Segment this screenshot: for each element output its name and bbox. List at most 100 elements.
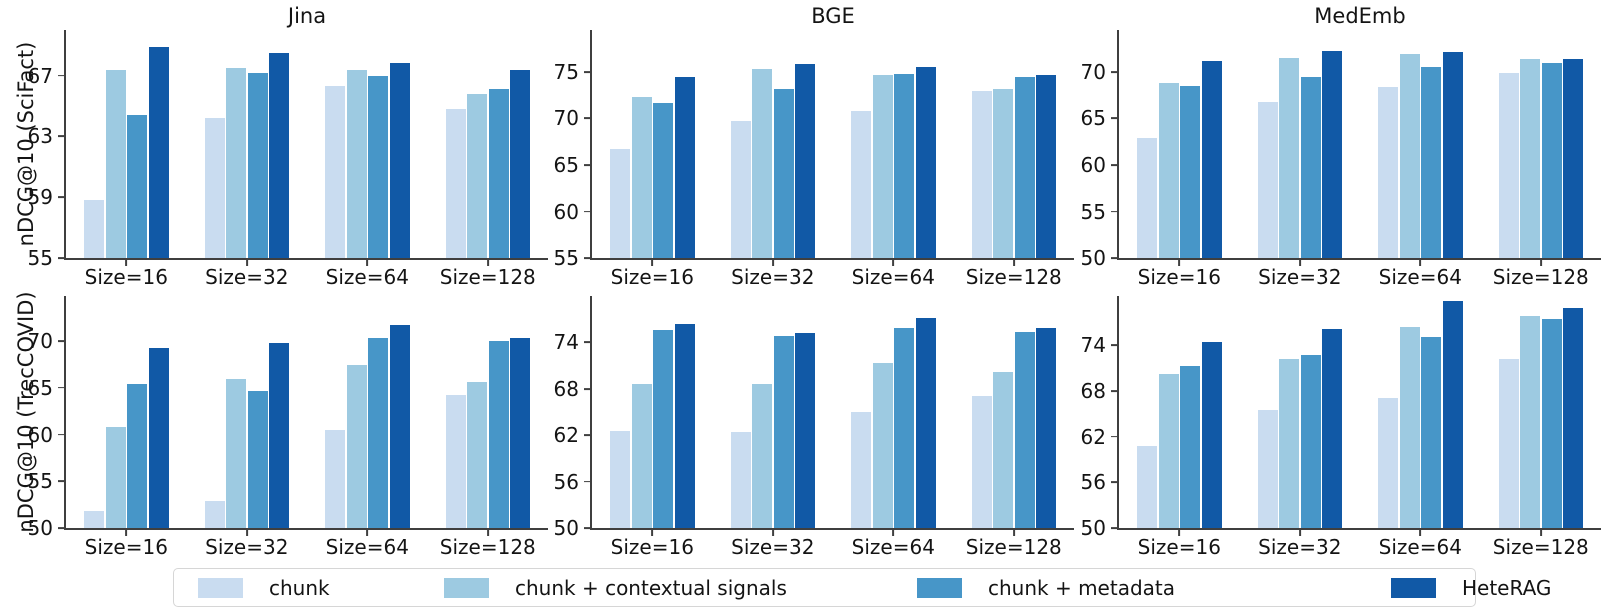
x-tick-mark (1419, 259, 1422, 266)
y-tick-mark (584, 257, 591, 259)
x-tick-label: Size=16 (610, 535, 694, 559)
bar-chunk-contextual-signals (1399, 327, 1420, 528)
bar-heterag (269, 52, 289, 258)
bar-chunk-contextual-signals (1279, 359, 1299, 528)
bar-chunk-metadata (1180, 85, 1200, 258)
y-tick-mark (58, 196, 65, 199)
legend-swatch-chunk-contextual-signals (444, 577, 489, 598)
x-tick-label: Size=16 (610, 265, 694, 289)
x-tick-mark (486, 259, 489, 266)
legend-item-chunk-contextual-signals: chunk + contextual signals (444, 569, 787, 606)
bar-heterag (148, 46, 169, 258)
subplot-title-bge: BGE (811, 4, 855, 28)
x-tick-mark (366, 529, 369, 536)
bar-chunk-contextual-signals (631, 97, 652, 258)
y-tick-label: 50 (1080, 246, 1106, 270)
chart-jina-scifact: 55 59 63 67 Size=16 Size=32 Size=64 Size=128 (28, 30, 548, 289)
bar-chunk-metadata (247, 391, 268, 528)
bar-chunk (1498, 72, 1519, 258)
y-tick-label: 70 (1080, 59, 1106, 84)
y-tick-label: 74 (553, 330, 579, 355)
legend-label-heterag: HeteRAG (1462, 575, 1552, 600)
x-tick-mark (651, 529, 654, 536)
bar-chunk-contextual-signals (993, 371, 1013, 528)
bar-heterag (148, 347, 169, 528)
bar-heterag (1036, 327, 1056, 528)
legend-label-chunk: chunk (269, 575, 330, 600)
x-tick-mark (486, 529, 489, 536)
bar-chunk-metadata (247, 72, 268, 258)
bar-heterag (795, 64, 815, 258)
x-tick-mark (1178, 529, 1181, 536)
x-tick-label: Size=64 (325, 265, 409, 289)
bar-chunk-metadata (368, 75, 388, 258)
bar-chunk (1257, 410, 1278, 528)
y-tick-label: 62 (1080, 424, 1106, 449)
bar-chunk-metadata (1014, 76, 1035, 258)
y-axis-spine (64, 30, 66, 260)
bar-chunk (1378, 397, 1398, 528)
bar-chunk (84, 200, 104, 258)
bar-heterag (1563, 308, 1583, 528)
y-tick-label: 50 (27, 516, 53, 540)
chart-medemb-scifact: 50 55 60 65 70 Size=16 Size=32 Size=64 Size=128 (1081, 30, 1601, 289)
legend-item-chunk: chunk (198, 569, 330, 606)
bar-chunk-metadata (1421, 337, 1441, 528)
bar-chunk-contextual-signals (226, 68, 246, 258)
bar-heterag (510, 69, 530, 258)
x-tick-label: Size=64 (1378, 265, 1462, 289)
bar-chunk (851, 412, 871, 528)
x-tick-mark (1539, 529, 1542, 536)
bar-chunk-metadata (773, 336, 794, 528)
subplot-title-medemb: MedEmb (1314, 4, 1406, 28)
bar-chunk-contextual-signals (467, 382, 487, 528)
legend: chunk chunk + contextual signals chunk +… (173, 568, 1551, 607)
y-axis-spine (1117, 30, 1119, 260)
y-tick-label: 67 (27, 63, 53, 88)
legend-label-chunk-contextual-signals: chunk + contextual signals (515, 575, 787, 600)
bar-chunk-metadata (1300, 76, 1321, 258)
y-tick-label: 65 (553, 152, 579, 177)
bar-chunk-contextual-signals (346, 365, 367, 528)
bar-chunk-contextual-signals (226, 379, 246, 528)
bar-chunk-metadata (368, 338, 388, 528)
x-tick-mark (1012, 529, 1015, 536)
bar-chunk-contextual-signals (1399, 54, 1420, 258)
x-axis-spine (590, 528, 1074, 530)
bar-chunk-metadata (488, 340, 509, 528)
bar-chunk-contextual-signals (1520, 315, 1540, 528)
y-tick-label: 59 (27, 185, 53, 210)
bar-chunk-contextual-signals (872, 363, 893, 528)
bar-chunk (730, 432, 751, 528)
x-tick-label: Size=16 (84, 535, 168, 559)
bar-chunk (971, 395, 992, 528)
x-tick-mark (651, 259, 654, 266)
y-tick-label: 75 (553, 59, 579, 84)
y-tick-label: 55 (553, 246, 579, 270)
x-tick-mark (771, 259, 774, 266)
y-tick-mark (1111, 390, 1118, 392)
bar-chunk (1257, 101, 1278, 258)
bar-chunk (325, 429, 345, 528)
y-tick-mark (1111, 117, 1118, 120)
x-tick-mark (892, 259, 895, 266)
x-tick-label: Size=32 (1258, 265, 1342, 289)
y-axis-spine (590, 30, 592, 260)
bar-chunk-metadata (1180, 366, 1200, 528)
y-tick-mark (58, 339, 65, 342)
x-tick-label: Size=32 (205, 535, 289, 559)
y-tick-label: 70 (27, 328, 53, 353)
x-tick-label: Size=32 (205, 265, 289, 289)
bar-heterag (1442, 301, 1463, 528)
legend-swatch-chunk (198, 577, 243, 598)
x-tick-label: Size=16 (1137, 535, 1221, 559)
bar-heterag (915, 317, 936, 528)
chart-medemb-treccovid: 50 56 62 68 74 Size=16 Size=32 Size=64 Size=128 (1081, 296, 1601, 559)
bar-heterag (915, 67, 936, 258)
legend-swatch-heterag (1391, 577, 1436, 598)
bar-chunk-metadata (1014, 331, 1035, 528)
bar-chunk-metadata (1300, 354, 1321, 528)
legend-item-heterag: HeteRAG (1391, 569, 1551, 606)
bar-chunk-metadata (894, 327, 914, 528)
bar-heterag (389, 63, 410, 258)
